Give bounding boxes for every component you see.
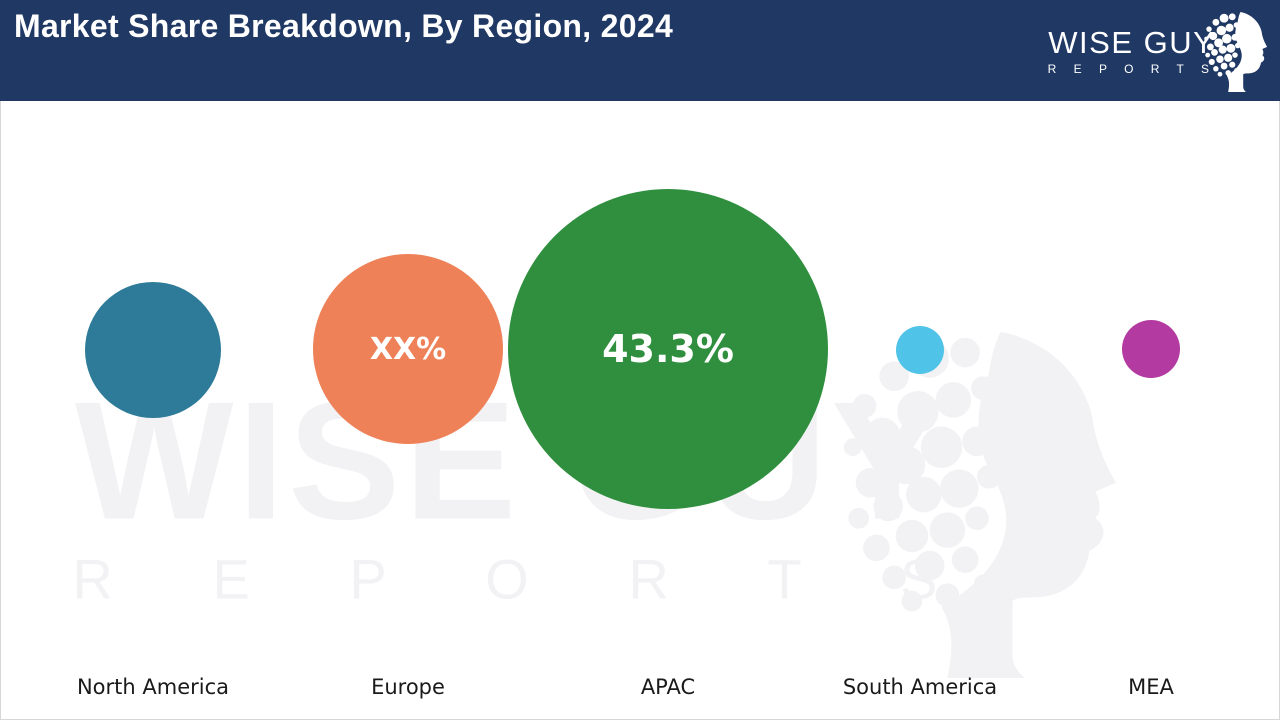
brand-name: WISE GUY <box>1048 25 1216 60</box>
bubble-south-america <box>896 326 944 374</box>
brand-tagline: R E P O R T S <box>1047 62 1216 76</box>
category-label-apac: APAC <box>640 675 696 699</box>
category-label-europe: Europe <box>371 675 445 699</box>
header-bar: Market Share Breakdown, By Region, 2024 … <box>0 0 1280 101</box>
bubble-north-america <box>85 282 221 418</box>
bubble-europe: XX% <box>313 254 503 444</box>
bubble-value-europe: XX% <box>369 331 447 367</box>
watermark-text-secondary: R E P O R T S <box>72 547 980 611</box>
brand-head-icon <box>1200 10 1270 92</box>
bubble-apac: 43.3% <box>508 189 828 509</box>
brand-logo: WISE GUY R E P O R T S <box>1048 6 1270 96</box>
bubble-value-apac: 43.3% <box>602 327 734 371</box>
category-label-north-america: North America <box>76 675 230 699</box>
category-label-south-america: South America <box>842 675 998 699</box>
category-label-mea: MEA <box>1128 675 1174 699</box>
page-title: Market Share Breakdown, By Region, 2024 <box>14 8 674 44</box>
brand-logo-text: WISE GUY R E P O R T S <box>1047 25 1216 77</box>
bubble-mea <box>1122 320 1180 378</box>
